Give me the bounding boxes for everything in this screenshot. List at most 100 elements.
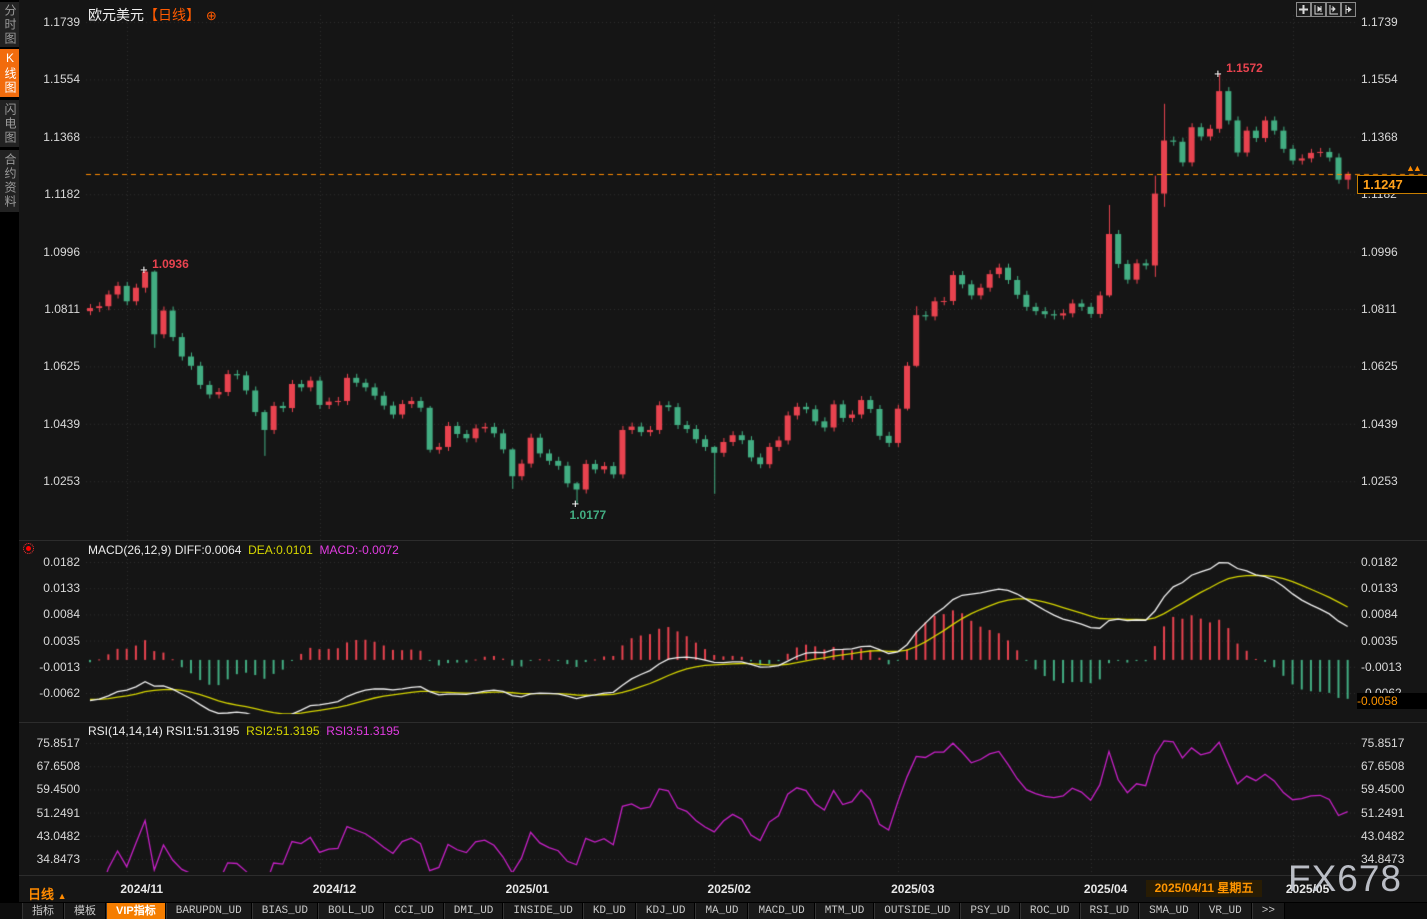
toolbar-button-kd-ud[interactable]: KD_UD <box>582 903 636 919</box>
toolbar-button-模板[interactable]: 模板 <box>64 903 106 919</box>
panel-separator <box>19 540 1427 541</box>
macd-value: MACD:-0.0072 <box>319 543 399 557</box>
left-sidebar: 分时图 K线图 闪电图 合约资料 <box>0 0 19 919</box>
toolbar-button-bias-ud[interactable]: BIAS_UD <box>251 903 318 919</box>
price-axis-label: 1.0811 <box>44 302 80 316</box>
sidebar-tab-candle-chart[interactable]: K线图 <box>0 49 19 97</box>
macd-dea-value: DEA:0.0101 <box>248 543 313 557</box>
price-extreme-annotation: 1.0936 <box>152 256 189 271</box>
scale-y-axis-icon[interactable] <box>1311 2 1326 17</box>
date-axis-label: 2025/03 <box>891 882 935 896</box>
pan-crosshair-icon[interactable] <box>1296 2 1311 17</box>
macd-axis-label: 0.0182 <box>1361 555 1398 569</box>
macd-axis-label: -0.0062 <box>39 686 80 700</box>
date-axis-label: 2024/11 <box>120 882 164 896</box>
rsi-axis-label: 67.6508 <box>1361 759 1405 774</box>
price-axis-label: 1.1368 <box>43 129 80 144</box>
rsi-axis-label: 75.8517 <box>1361 736 1405 750</box>
price-axis-label: 1.1739 <box>43 15 80 29</box>
price-axis-label: 1.0253 <box>43 474 80 489</box>
toolbar-button-rsi-ud[interactable]: RSI_UD <box>1079 903 1140 919</box>
date-axis-label: 2024/12 <box>312 882 357 896</box>
rsi-axis-label: 51.2491 <box>36 805 80 820</box>
price-axis-label: 1.1368 <box>1361 129 1398 144</box>
macd-axis-label: 0.0035 <box>1361 633 1398 648</box>
price-axis-label: 1.1554 <box>43 72 80 87</box>
rsi-axis-label: 51.2491 <box>1361 805 1405 820</box>
toolbar-button--[interactable]: >> <box>1251 903 1285 919</box>
toolbar-button-roc-ud[interactable]: ROC_UD <box>1019 903 1080 919</box>
price-axis-label: 1.1182 <box>44 187 80 202</box>
toolbar-button-inside-ud[interactable]: INSIDE_UD <box>503 903 583 919</box>
extreme-marker-icon: + <box>571 496 580 512</box>
price-extreme-annotation: 1.1572 <box>1226 60 1263 75</box>
rsi-axis-label: 75.8517 <box>36 736 80 750</box>
price-axis-label: 1.0625 <box>1361 359 1398 374</box>
sidebar-tab-contract-info[interactable]: 合约资料 <box>0 150 19 212</box>
toolbar-button-kdj-ud[interactable]: KDJ_UD <box>635 903 696 919</box>
toolbar-button-macd-ud[interactable]: MACD_UD <box>748 903 815 919</box>
date-axis-label: 2025/01 <box>505 882 549 896</box>
price-axis-label: 1.0625 <box>43 359 80 374</box>
rsi-axis-label: 34.8473 <box>1361 852 1405 866</box>
toolbar-button-outside-ud[interactable]: OUTSIDE_UD <box>874 903 961 919</box>
panel-separator <box>19 875 1427 876</box>
extreme-marker-icon: + <box>1214 65 1222 81</box>
scale-x-axis-icon[interactable] <box>1326 2 1341 17</box>
current-price-tag: 1.1247 <box>1357 175 1427 194</box>
toolbar-button-cci-ud[interactable]: CCI_UD <box>384 903 444 919</box>
toolbar-button-vr-ud[interactable]: VR_UD <box>1198 903 1252 919</box>
rsi-axis-label: 59.4500 <box>1361 782 1405 797</box>
rsi-name-label: RSI(14,14,14) <box>88 724 163 738</box>
toolbar-button-mtm-ud[interactable]: MTM_UD <box>814 903 875 919</box>
watermark: FX678 <box>1288 858 1403 899</box>
panel-separator <box>19 722 1427 723</box>
date-axis-label: 2025/05 <box>1285 882 1330 896</box>
indicator-toolbar: 指标 模板 VIP指标 BARUPDN_UD BIAS_UD BOLL_UD CCI_UD D… <box>0 902 1427 919</box>
timeframe-selector[interactable]: 日线 ▲ <box>28 887 67 902</box>
toolbar-button-boll-ud[interactable]: BOLL_UD <box>317 903 385 919</box>
sidebar-tab-time-chart[interactable]: 分时图 <box>0 2 19 47</box>
rsi-header: RSI(14,14,14) RSI1:51.3195 RSI2:51.3195 … <box>88 724 400 738</box>
price-axis-label: 1.0996 <box>1361 244 1398 259</box>
toolbar-button-dmi-ud[interactable]: DMI_UD <box>443 903 504 919</box>
crosshair-date-tag: 2025/04/11 星期五 <box>1146 880 1262 897</box>
collapse-panel-icon[interactable] <box>1341 2 1356 17</box>
date-axis-label: 2025/04 <box>1083 882 1128 896</box>
price-axis-label: 1.1739 <box>1361 15 1398 29</box>
toolbar-button-sma-ud[interactable]: SMA_UD <box>1139 903 1199 919</box>
price-axis-label: 1.1554 <box>1361 72 1398 87</box>
price-axis-label: 1.0811 <box>1361 302 1397 316</box>
macd-name-label: MACD(26,12,9) <box>88 543 172 557</box>
rsi1-value: RSI1:51.3195 <box>166 724 240 738</box>
rsi3-value: RSI3:51.3195 <box>326 724 400 738</box>
price-axis-label: 1.0439 <box>43 416 80 431</box>
toolbar-button-指标[interactable]: 指标 <box>22 903 64 919</box>
macd-axis-label: 0.0133 <box>1361 581 1398 596</box>
macd-axis-label: -0.0013 <box>1361 659 1402 674</box>
toolbar-button-ma-ud[interactable]: MA_UD <box>695 903 749 919</box>
rsi-axis-label: 43.0482 <box>1361 828 1405 843</box>
macd-header: MACD(26,12,9) DIFF:0.0064 DEA:0.0101 MAC… <box>88 543 399 557</box>
rsi2-value: RSI2:51.3195 <box>246 724 320 738</box>
macd-axis-label: 0.0133 <box>43 581 80 596</box>
symbol-name: 欧元美元 <box>88 7 144 23</box>
toolbar-button-psy-ud[interactable]: PSY_UD <box>960 903 1020 919</box>
macd-axis-label: 0.0084 <box>1361 607 1398 622</box>
macd-diff-value: DIFF:0.0064 <box>174 543 242 557</box>
crosshair-icon[interactable]: ⊕ <box>205 8 217 23</box>
extreme-marker-icon: + <box>140 261 148 277</box>
date-axis-label: 2025/02 <box>707 882 751 896</box>
sidebar-tab-lightning-chart[interactable]: 闪电图 <box>0 100 19 147</box>
indicator-marker-icon[interactable] <box>23 543 34 554</box>
macd-axis-label: 0.0084 <box>43 607 80 622</box>
toolbar-button-barupdn-ud[interactable]: BARUPDN_UD <box>165 903 252 919</box>
rsi-axis-label: 59.4500 <box>36 782 80 797</box>
period-tag: 【日线】 <box>144 7 200 23</box>
price-axis-label: 1.0439 <box>1361 416 1398 431</box>
rsi-axis-label: 67.6508 <box>36 759 80 774</box>
price-axis-label: 1.0253 <box>1361 474 1398 489</box>
toolbar-button-vip指标[interactable]: VIP指标 <box>106 903 166 919</box>
